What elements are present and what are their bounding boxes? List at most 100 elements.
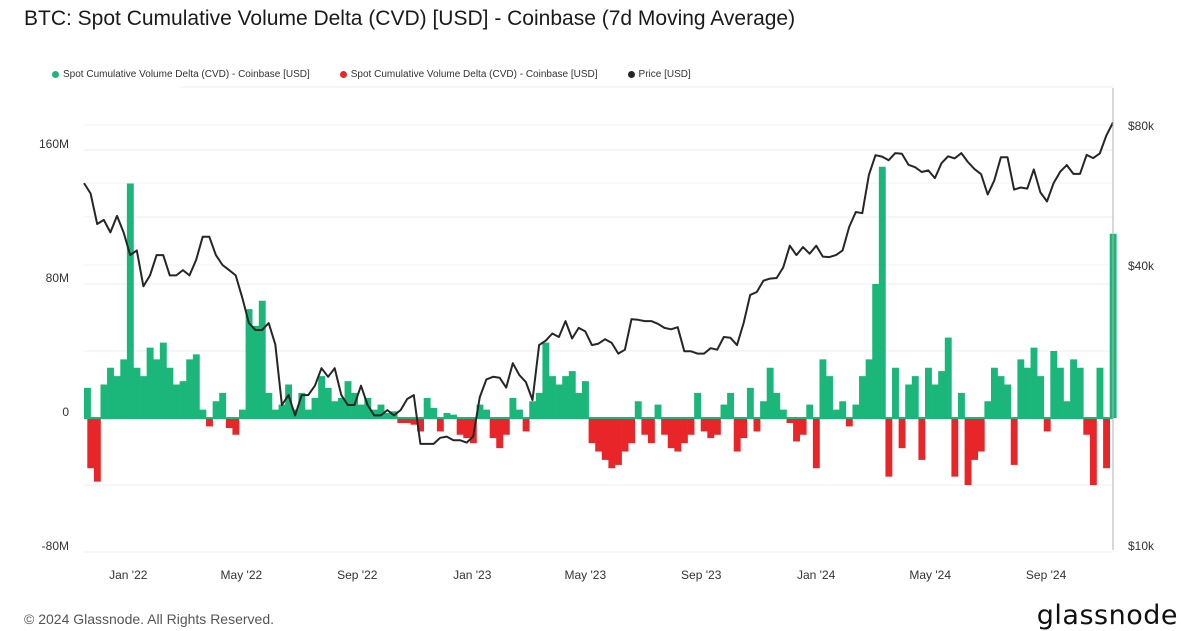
y-right-tick-label: $10k — [1128, 539, 1155, 553]
cvd-bar-negative — [733, 418, 741, 452]
cvd-bar-negative — [87, 418, 95, 469]
x-tick-label: Sep '23 — [681, 568, 722, 582]
cvd-bar-negative — [793, 418, 800, 442]
cvd-bar-negative — [403, 418, 411, 424]
cvd-bar-positive — [140, 376, 147, 418]
cvd-bar-positive — [852, 404, 860, 418]
cvd-bar-positive — [84, 387, 91, 418]
cvd-bar-positive — [727, 392, 735, 418]
cvd-bar-positive — [423, 397, 431, 418]
cvd-bar-negative — [595, 418, 603, 452]
cvd-bar-positive — [252, 325, 260, 418]
left-axis-ticks: 160M 80M 0 -80M — [39, 137, 69, 553]
cvd-bar-positive — [509, 397, 517, 418]
cvd-bar-positive — [746, 387, 754, 418]
y-left-tick-label: 0 — [62, 405, 69, 419]
cvd-bar-negative — [661, 418, 669, 435]
y-left-tick-label: 160M — [39, 137, 69, 151]
cvd-bar-negative — [502, 418, 510, 435]
cvd-bar-positive — [634, 401, 642, 418]
cvd-bar-positive — [219, 392, 227, 418]
cvd-bar-positive — [905, 384, 913, 418]
x-tick-label: May '24 — [909, 568, 951, 582]
cvd-bar-positive — [318, 376, 326, 418]
cvd-bar-positive — [1004, 384, 1012, 418]
cvd-bar-negative — [417, 418, 425, 432]
cvd-bar-positive — [1063, 401, 1071, 418]
x-tick-label: Sep '22 — [337, 568, 378, 582]
cvd-bar-positive — [859, 376, 866, 418]
y-left-tick-label: 80M — [46, 271, 69, 285]
cvd-bar-positive — [212, 401, 220, 418]
cvd-bar-positive — [443, 412, 451, 418]
cvd-bar-negative — [799, 418, 807, 435]
x-tick-label: May '22 — [221, 568, 263, 582]
cvd-bar-positive — [892, 367, 899, 418]
cvd-bar-negative — [687, 418, 695, 435]
cvd-bar-negative — [614, 418, 622, 465]
cvd-bar-positive — [1017, 359, 1025, 418]
cvd-bar-negative — [667, 418, 675, 449]
x-tick-label: Jan '22 — [109, 568, 148, 582]
cvd-bar-negative — [707, 418, 715, 439]
cvd-bar-negative — [898, 418, 906, 449]
cvd-bar-positive — [344, 381, 352, 418]
cvd-bar-negative — [608, 418, 616, 469]
cvd-bar-positive — [1076, 367, 1084, 418]
legend-dot-black-icon — [627, 71, 635, 78]
cvd-bar-positive — [258, 300, 266, 418]
cvd-bar-positive — [192, 354, 200, 418]
cvd-bar-negative — [1043, 418, 1051, 432]
cvd-bar-positive — [298, 392, 306, 418]
cvd-bar-negative — [397, 418, 405, 424]
cvd-bar-negative — [641, 418, 649, 435]
cvd-bar-positive — [806, 404, 814, 418]
cvd-bar-positive — [311, 397, 319, 418]
legend-item-cvd-positive[interactable]: Spot Cumulative Volume Delta (CVD) - Coi… — [52, 69, 310, 80]
cvd-bar-negative — [647, 418, 655, 444]
cvd-bar-negative — [456, 418, 464, 435]
cvd-bar-negative — [522, 418, 530, 432]
cvd-bar-positive — [819, 359, 827, 418]
cvd-bar-positive — [720, 404, 728, 418]
cvd-bar-positive — [549, 376, 556, 418]
x-tick-label: May '23 — [564, 568, 606, 582]
glassnode-logo: glassnode — [1036, 600, 1178, 631]
legend-label: Spot Cumulative Volume Delta (CVD) - Coi… — [350, 69, 598, 80]
cvd-bar-positive — [944, 337, 952, 418]
cvd-bar-positive — [199, 409, 207, 418]
cvd-bar-positive — [826, 376, 833, 418]
cvd-bar-positive — [516, 409, 523, 418]
cvd-bar-positive — [126, 183, 134, 418]
cvd-bar-positive — [166, 367, 174, 418]
cvd-bar-positive — [324, 387, 332, 418]
cvd-bar-positive — [832, 409, 840, 418]
cvd-bar-negative — [700, 418, 708, 432]
cvd-bar-positive — [654, 404, 662, 418]
cvd-bar-positive — [694, 392, 702, 418]
right-axis-ticks: $80k $40k $10k — [1128, 119, 1155, 553]
legend-item-cvd-negative[interactable]: Spot Cumulative Volume Delta (CVD) - Coi… — [339, 69, 598, 80]
cvd-bar-negative — [206, 418, 213, 427]
cvd-bar-positive — [179, 381, 187, 418]
cvd-bar-positive — [331, 401, 339, 418]
grid-lines — [84, 124, 1113, 553]
cvd-bar-positive — [582, 381, 589, 418]
chart-title: BTC: Spot Cumulative Volume Delta (CVD) … — [24, 7, 796, 30]
cvd-bar-positive — [984, 401, 992, 418]
cvd-bar-positive — [159, 342, 167, 418]
cvd-bar-positive — [450, 414, 457, 418]
cvd-bar-positive — [357, 404, 365, 418]
cvd-bar-positive — [271, 409, 279, 418]
cvd-bar-positive — [773, 392, 781, 418]
cvd-bar-positive — [430, 407, 438, 418]
x-tick-label: Jan '24 — [797, 568, 836, 582]
cvd-bar-positive — [384, 412, 392, 418]
cvd-bar-positive — [990, 367, 998, 418]
cvd-bar-positive — [239, 409, 246, 418]
cvd-bar-negative — [496, 418, 504, 449]
cvd-bar-positive — [285, 384, 293, 418]
legend-item-price[interactable]: Price [USD] — [627, 69, 691, 80]
cvd-bar-negative — [713, 418, 721, 435]
